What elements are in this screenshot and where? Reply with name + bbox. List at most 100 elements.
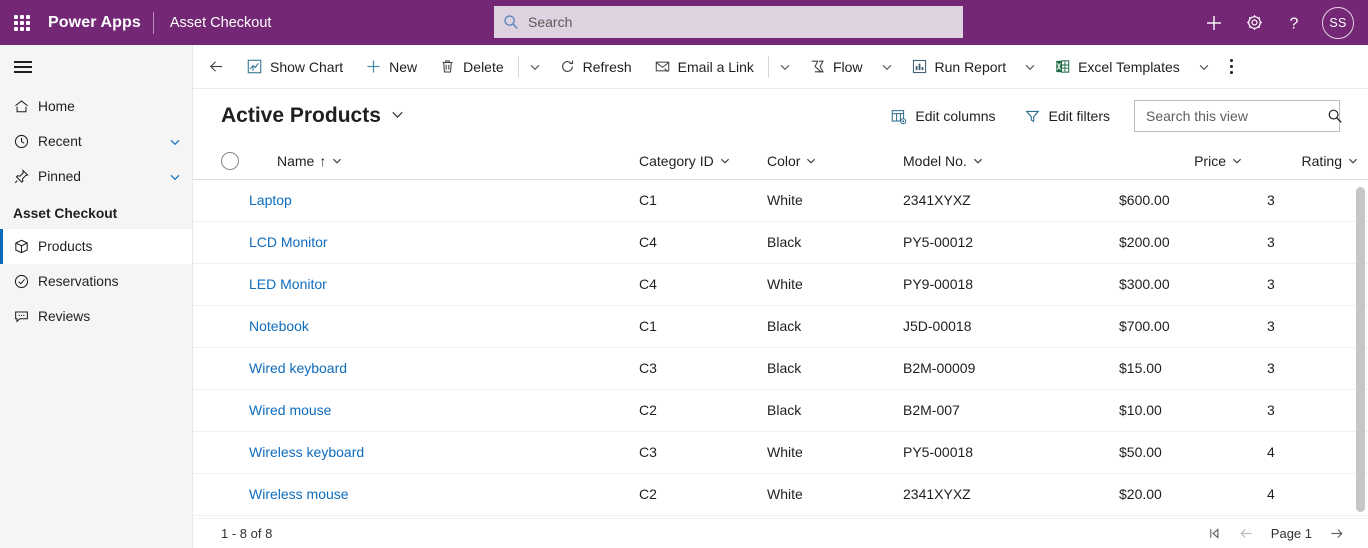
table-row[interactable]: LED Monitor C4 White PY9-00018 $300.00 3 — [193, 263, 1368, 305]
waffle-icon[interactable] — [0, 0, 44, 45]
chevron-down-icon[interactable] — [1347, 155, 1359, 167]
table-row[interactable]: Wired keyboard C3 Black B2M-00009 $15.00… — [193, 347, 1368, 389]
plus-icon[interactable] — [1194, 0, 1234, 45]
select-all-circle-icon[interactable] — [221, 151, 239, 170]
first-page-icon[interactable] — [1201, 521, 1229, 547]
chevron-down-icon[interactable] — [168, 135, 182, 149]
sidebar-item-label: Reservations — [38, 274, 119, 289]
sidebar-item-home[interactable]: Home — [0, 89, 192, 124]
row-checkbox-cell[interactable] — [193, 263, 249, 305]
grid-vertical-scrollbar[interactable] — [1356, 187, 1365, 512]
column-header-model-no[interactable]: Model No. — [903, 143, 1119, 180]
show-chart-button[interactable]: Show Chart — [235, 45, 354, 88]
new-button[interactable]: New — [354, 45, 428, 88]
table-row[interactable]: Wired mouse C2 Black B2M-007 $10.00 3 — [193, 389, 1368, 431]
view-selector[interactable]: Active Products — [221, 104, 405, 128]
global-search[interactable] — [494, 6, 963, 38]
chevron-down-icon[interactable] — [390, 107, 405, 122]
row-checkbox-cell[interactable] — [193, 431, 249, 473]
row-checkbox-cell[interactable] — [193, 179, 249, 221]
flow-button[interactable]: Flow — [798, 45, 874, 88]
sidebar-item-reservations[interactable]: Reservations — [0, 264, 192, 299]
excel-templates-button[interactable]: Excel Templates — [1043, 45, 1191, 88]
column-header-name[interactable]: Name ↑ — [249, 143, 639, 180]
question-icon[interactable]: ? — [1274, 0, 1314, 45]
cell-name[interactable]: Wired keyboard — [249, 347, 639, 389]
chevron-down-icon[interactable] — [331, 155, 343, 167]
cell-model: B2M-00009 — [903, 360, 976, 376]
email-a-link-button[interactable]: Email a Link — [643, 45, 765, 88]
view-search-input[interactable] — [1146, 108, 1327, 124]
row-link[interactable]: Notebook — [249, 318, 309, 334]
avatar[interactable]: SS — [1322, 6, 1354, 39]
row-checkbox-cell[interactable] — [193, 473, 249, 515]
sidebar-item-recent[interactable]: Recent — [0, 124, 192, 159]
column-header-rating[interactable]: Rating — [1267, 143, 1368, 180]
previous-page-icon[interactable] — [1233, 521, 1261, 547]
run-report-dropdown-chevron-down-icon[interactable] — [1017, 45, 1043, 88]
sidebar-item-products[interactable]: Products — [0, 229, 192, 264]
cell-price: $300.00 — [1119, 276, 1170, 292]
column-header-label: Name — [277, 152, 315, 169]
chevron-down-icon[interactable] — [805, 155, 817, 167]
row-checkbox-cell[interactable] — [193, 221, 249, 263]
row-link[interactable]: LED Monitor — [249, 276, 327, 292]
global-search-input[interactable] — [528, 7, 963, 37]
delete-button[interactable]: Delete — [428, 45, 514, 88]
row-link[interactable]: LCD Monitor — [249, 234, 328, 250]
email-dropdown-chevron-down-icon[interactable] — [772, 45, 798, 88]
cell-name[interactable]: LCD Monitor — [249, 221, 639, 263]
box-icon — [13, 238, 38, 255]
row-link[interactable]: Wired keyboard — [249, 360, 348, 376]
edit-columns-button[interactable]: Edit columns — [876, 99, 1009, 133]
app-name-label[interactable]: Asset Checkout — [169, 14, 272, 31]
chevron-down-icon[interactable] — [1231, 155, 1243, 167]
search-icon[interactable] — [1327, 108, 1343, 124]
more-vertical-icon[interactable] — [1217, 45, 1247, 88]
column-header-color[interactable]: Color — [767, 143, 903, 180]
row-link[interactable]: Wireless keyboard — [249, 444, 365, 460]
chevron-down-icon[interactable] — [972, 155, 984, 167]
run-report-button[interactable]: Run Report — [900, 45, 1018, 88]
row-link[interactable]: Wireless mouse — [249, 486, 349, 502]
column-header-price[interactable]: Price — [1119, 143, 1267, 180]
cell-name[interactable]: Notebook — [249, 305, 639, 347]
cell-name[interactable]: LED Monitor — [249, 263, 639, 305]
cell-name[interactable]: Laptop — [249, 179, 639, 221]
excel-templates-dropdown-chevron-down-icon[interactable] — [1191, 45, 1217, 88]
table-row[interactable]: Laptop C1 White 2341XYXZ $600.00 3 — [193, 179, 1368, 221]
gear-icon[interactable] — [1234, 0, 1274, 45]
view-search[interactable] — [1134, 100, 1343, 132]
chevron-down-icon[interactable] — [168, 170, 182, 184]
check-circle-icon — [13, 273, 38, 290]
flow-dropdown-chevron-down-icon[interactable] — [874, 45, 900, 88]
chevron-down-icon[interactable] — [719, 155, 731, 167]
row-link[interactable]: Wired mouse — [249, 402, 332, 418]
cell-name[interactable]: Wireless keyboard — [249, 431, 639, 473]
next-page-icon[interactable] — [1322, 521, 1350, 547]
sidebar-item-reviews[interactable]: Reviews — [0, 299, 192, 334]
edit-filters-button[interactable]: Edit filters — [1010, 99, 1124, 133]
cell-color: Black — [767, 402, 802, 418]
plus-icon — [365, 58, 382, 75]
row-checkbox-cell[interactable] — [193, 347, 249, 389]
cell-name[interactable]: Wired mouse — [249, 389, 639, 431]
row-link[interactable]: Laptop — [249, 192, 292, 208]
cell-name[interactable]: Wireless mouse — [249, 473, 639, 515]
row-checkbox-cell[interactable] — [193, 389, 249, 431]
table-row[interactable]: Notebook C1 Black J5D-00018 $700.00 3 — [193, 305, 1368, 347]
refresh-button[interactable]: Refresh — [548, 45, 643, 88]
table-row[interactable]: Wireless keyboard C3 White PY5-00018 $50… — [193, 431, 1368, 473]
sidebar-item-pinned[interactable]: Pinned — [0, 159, 192, 194]
brand-label[interactable]: Power Apps — [48, 13, 141, 31]
arrow-left-icon[interactable] — [197, 45, 235, 88]
cell-category: C1 — [639, 318, 657, 334]
row-checkbox-cell[interactable] — [193, 305, 249, 347]
table-row[interactable]: LCD Monitor C4 Black PY5-00012 $200.00 3 — [193, 221, 1368, 263]
cell-price: $10.00 — [1119, 402, 1162, 418]
hamburger-icon[interactable] — [0, 45, 192, 89]
table-row[interactable]: Wireless mouse C2 White 2341XYXZ $20.00 … — [193, 473, 1368, 515]
column-header-category-id[interactable]: Category ID — [639, 143, 767, 180]
delete-dropdown-chevron-down-icon[interactable] — [522, 45, 548, 88]
cell-model: 2341XYXZ — [903, 192, 971, 208]
